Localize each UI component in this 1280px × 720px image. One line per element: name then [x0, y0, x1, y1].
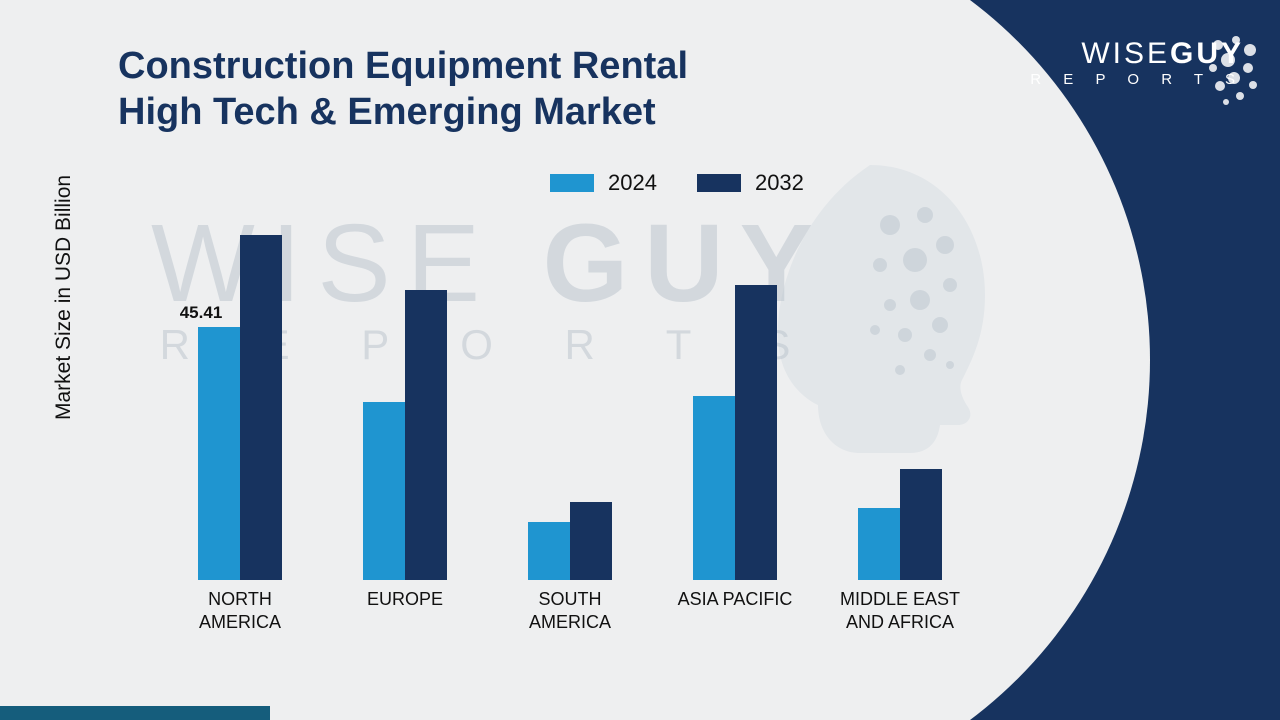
bar	[405, 290, 447, 580]
bar	[570, 502, 612, 580]
category-label: SOUTH AMERICA	[500, 588, 640, 633]
bar	[900, 469, 942, 580]
bar	[528, 522, 570, 581]
bar	[363, 402, 405, 580]
bar-group: MIDDLE EAST AND AFRICA	[840, 469, 960, 580]
y-axis-label: Market Size in USD Billion	[52, 175, 76, 420]
brand-line2: R E P O R T S	[1030, 72, 1244, 88]
category-label: ASIA PACIFIC	[665, 588, 805, 611]
bar	[240, 235, 282, 580]
bar	[858, 508, 900, 580]
bar	[693, 396, 735, 580]
brand-line1a: WISE	[1081, 37, 1170, 70]
bar-group: SOUTH AMERICA	[510, 502, 630, 580]
chart-plot-area: 45.41NORTH AMERICA EUROPE SOUTH AMERICA ASI…	[130, 190, 950, 580]
bar	[735, 285, 777, 580]
bottom-accent-bar	[0, 706, 270, 720]
bar-chart: Market Size in USD Billion 2024 2032 45.…	[60, 170, 960, 710]
bar	[198, 327, 240, 580]
category-label: NORTH AMERICA	[170, 588, 310, 633]
chart-title: Construction Equipment Rental High Tech …	[118, 44, 758, 135]
brand-line1b: GUY	[1170, 37, 1244, 70]
brand-logo: WISEGUY R E P O R T S	[1030, 38, 1244, 87]
bar-group: EUROPE	[345, 290, 465, 580]
bar-group: 45.41NORTH AMERICA	[180, 235, 300, 580]
bar-value-label: 45.41	[180, 303, 223, 323]
category-label: MIDDLE EAST AND AFRICA	[830, 588, 970, 633]
bar-group: ASIA PACIFIC	[675, 285, 795, 580]
category-label: EUROPE	[335, 588, 475, 611]
page: WISE GUY R E P O R T S Construction Equi…	[0, 0, 1280, 720]
